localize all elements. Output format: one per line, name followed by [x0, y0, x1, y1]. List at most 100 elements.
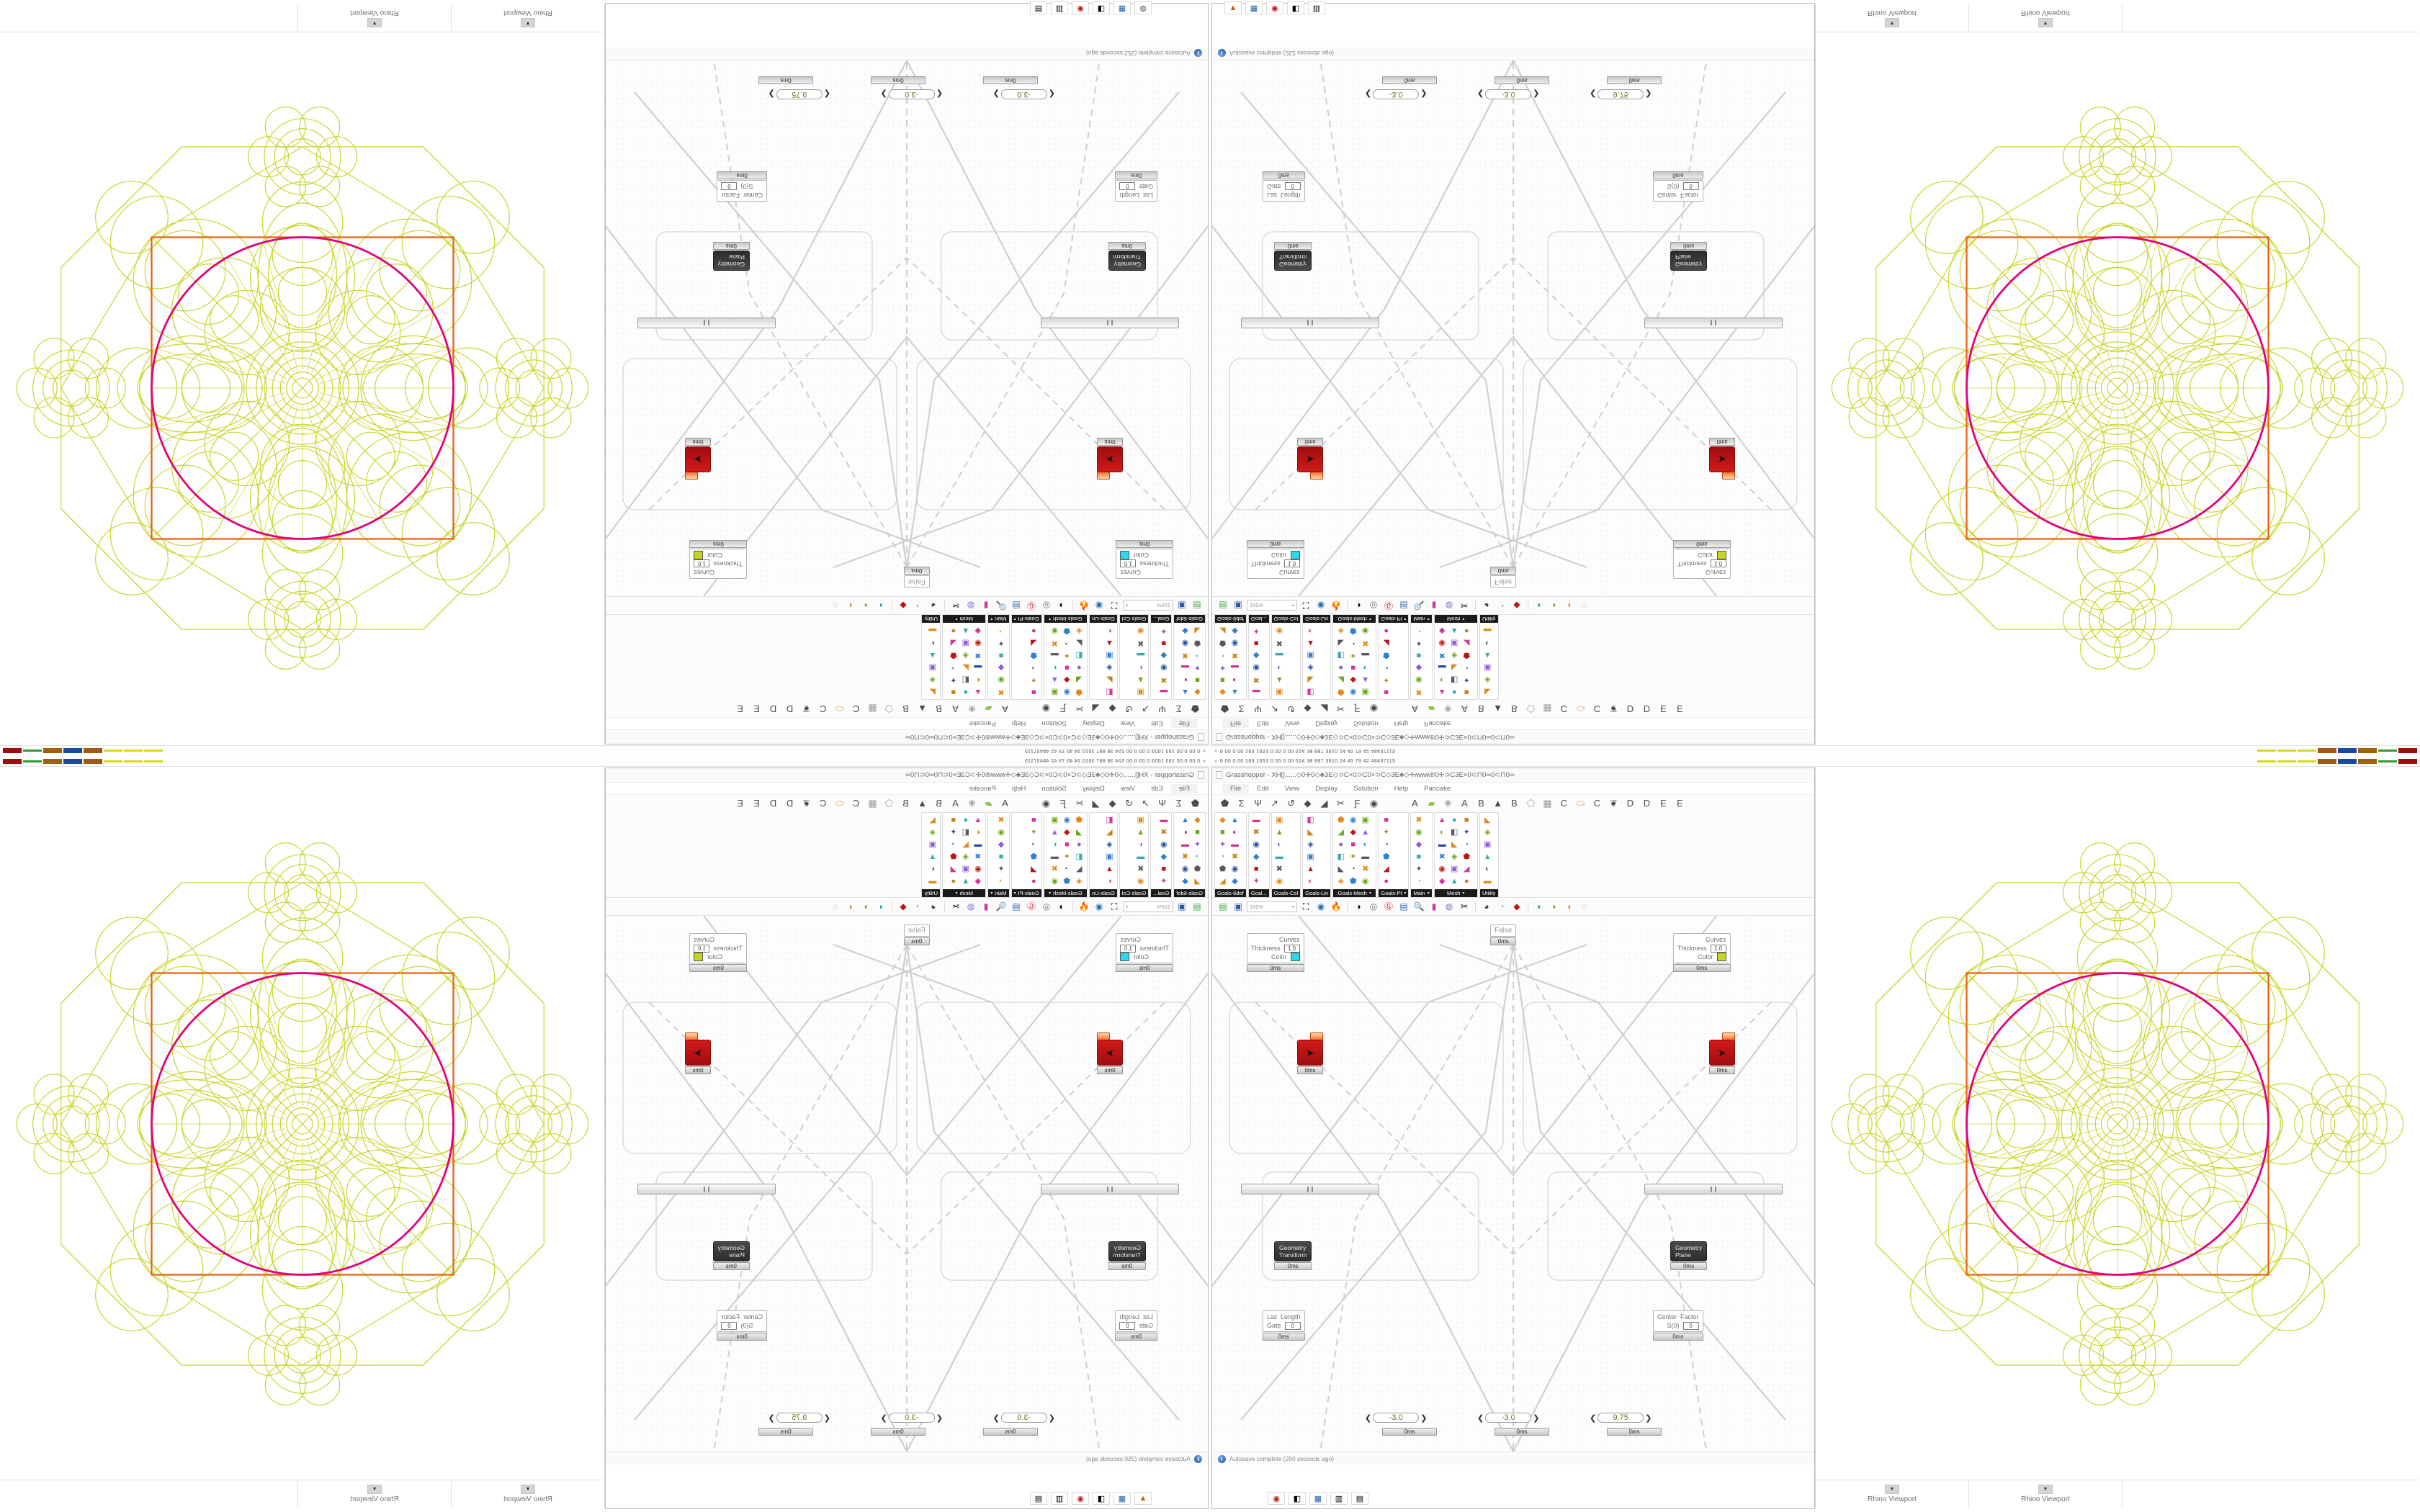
ribbon-component-icon[interactable]: ✖: [1231, 651, 1239, 660]
param-bar-body[interactable]: [1041, 1184, 1179, 1194]
ribbon-component-icon[interactable]: ◐: [1276, 840, 1282, 849]
profiler-icon[interactable]: ◎: [1042, 600, 1051, 611]
ribbon-component-icon[interactable]: ⬟: [1349, 877, 1357, 886]
error-component-left[interactable]: ➤ 0ms: [1297, 438, 1323, 480]
ribbon-component-icon[interactable]: ◢: [1194, 877, 1201, 886]
ribbon-component-icon[interactable]: ◔: [951, 840, 956, 849]
preview-teal-icon[interactable]: ◗: [878, 600, 884, 611]
ribbon-tab[interactable]: Goals-Mesh ▾: [1044, 615, 1087, 623]
ribbon-component-icon[interactable]: ⬟: [1193, 865, 1201, 873]
preview-green-icon[interactable]: ◗: [1551, 600, 1557, 611]
ribbon-component-icon[interactable]: ◣: [1307, 675, 1314, 684]
scissors-icon[interactable]: ✂: [951, 600, 960, 611]
ribbon-component-icon[interactable]: ■: [1253, 865, 1259, 873]
ribbon-component-icon[interactable]: ◉: [1361, 626, 1369, 635]
ribbon-component-icon[interactable]: ⬟: [1382, 852, 1390, 861]
ribbon-component-icon[interactable]: ■: [1031, 688, 1036, 696]
layer-swatch[interactable]: [23, 760, 42, 762]
balloon-icon[interactable]: ◍: [1445, 901, 1453, 912]
flame-icon[interactable]: 🔥: [1330, 901, 1342, 912]
category-glyph[interactable]: ◢: [1092, 797, 1100, 809]
ribbon-component-icon[interactable]: ◉: [1252, 663, 1260, 672]
ribbon-component-icon[interactable]: ◣: [1451, 663, 1458, 672]
ribbon-component-icon[interactable]: ✦: [1030, 675, 1037, 684]
layer-swatch[interactable]: [84, 758, 102, 764]
ribbon-component-icon[interactable]: ⬟: [1063, 877, 1071, 886]
ribbon-component-icon[interactable]: ◈: [1451, 651, 1458, 660]
grasshopper-canvas[interactable]: Curves Thickness 1.0 Color 0ms: [1212, 60, 1814, 596]
ribbon-component-icon[interactable]: ▬: [1438, 840, 1446, 849]
category-letter[interactable]: ⬭: [1576, 797, 1585, 809]
menu-edit[interactable]: Edit: [1151, 719, 1163, 728]
ribbon-component-icon[interactable]: ▲: [974, 688, 982, 696]
ribbon-tab[interactable]: Goal...: [1151, 615, 1172, 623]
search-icon[interactable]: 🔍: [995, 901, 1007, 912]
layer-swatch[interactable]: [2398, 758, 2417, 764]
data-node-left[interactable]: List Length Gate 0 0ms: [1263, 171, 1305, 202]
ribbon-component-icon[interactable]: ◣: [962, 663, 969, 672]
category-letter[interactable]: A: [1002, 703, 1008, 715]
menu-edit[interactable]: Edit: [1257, 719, 1269, 728]
ribbon-component-icon[interactable]: ◈: [1484, 828, 1491, 837]
scroll-down-icon[interactable]: ▼: [1885, 1485, 1899, 1494]
ribbon-component-icon[interactable]: ◔: [1195, 651, 1200, 660]
ribbon-component-icon[interactable]: ▲: [962, 626, 970, 635]
geometry-node-left[interactable]: Geometry Transform 0ms: [1274, 242, 1312, 271]
ribbon-component-icon[interactable]: ⬟: [1463, 651, 1470, 660]
category-letter[interactable]: ▦: [868, 797, 877, 809]
ribbon-component-icon[interactable]: ✖: [1160, 675, 1168, 684]
ribbon-component-icon[interactable]: ▬: [1483, 877, 1492, 886]
ribbon-component-icon[interactable]: ◉: [1063, 688, 1071, 696]
category-glyph[interactable]: Σ: [1175, 797, 1182, 809]
slider-left-grip[interactable]: ❮: [1048, 89, 1055, 99]
error-component-left[interactable]: ➤ 0ms: [1097, 438, 1123, 480]
ribbon-component-icon[interactable]: ■: [1350, 663, 1356, 672]
category-glyph[interactable]: Σ: [1238, 797, 1245, 809]
category-letter[interactable]: D: [769, 797, 777, 809]
category-letter[interactable]: ▦: [868, 703, 877, 715]
ribbon-component-icon[interactable]: ■: [1031, 816, 1036, 824]
preview-orange-icon[interactable]: ◗: [848, 600, 853, 611]
ribbon-tab[interactable]: Goals-Col: [1271, 615, 1301, 623]
ribbon-component-icon[interactable]: ◐: [1484, 639, 1490, 647]
param-bar-left[interactable]: [1241, 318, 1379, 328]
ribbon-component-icon[interactable]: ▲: [1361, 828, 1370, 837]
editor-icon[interactable]: ▦: [1113, 1, 1131, 14]
category-letter[interactable]: A: [1412, 797, 1418, 809]
media-icon[interactable]: ◧: [1287, 1, 1304, 14]
category-letter[interactable]: ▰: [985, 797, 992, 809]
gate-value[interactable]: 0: [1284, 1321, 1301, 1330]
number-slider-2[interactable]: ❮ -3.0 ❯: [1477, 89, 1539, 99]
color-swatch-green[interactable]: [694, 953, 704, 961]
ribbon-component-icon[interactable]: ⬟: [1382, 651, 1390, 660]
slider-right-grip[interactable]: ❯: [768, 1413, 775, 1423]
scissors-icon[interactable]: ✂: [1460, 600, 1469, 611]
category-letter[interactable]: D: [1643, 703, 1651, 715]
menu-help[interactable]: Help: [1011, 784, 1026, 793]
ribbon-component-icon[interactable]: ▣: [1451, 865, 1458, 873]
ribbon-tab[interactable]: Goals-6dof: [1215, 615, 1246, 623]
category-glyph[interactable]: Ψ: [1254, 703, 1262, 715]
ribbon-component-icon[interactable]: ◔: [1220, 852, 1225, 861]
ribbon-component-icon[interactable]: ●: [963, 688, 969, 696]
slider-left-grip[interactable]: ❮: [1477, 89, 1484, 99]
chevron-down-icon[interactable]: ▾: [1126, 904, 1129, 909]
menu-file[interactable]: File: [1170, 719, 1198, 729]
chevron-down-icon[interactable]: ▾: [1049, 616, 1052, 621]
data-node-body[interactable]: List Length Gate 0: [1115, 1310, 1157, 1332]
ribbon-component-icon[interactable]: ▲: [974, 816, 982, 824]
slider-left-grip[interactable]: ❮: [1477, 1413, 1484, 1423]
ribbon-tab[interactable]: Mesh ▾: [1434, 889, 1477, 897]
category-letter[interactable]: C: [819, 797, 827, 809]
curves-panel-left[interactable]: Curves Thickness 1.0 Color 0ms: [1247, 540, 1304, 579]
new-file-icon[interactable]: ▤: [1219, 901, 1227, 912]
category-glyph[interactable]: ↗: [1270, 797, 1278, 809]
rhino-viewport-canvas[interactable]: [1, 32, 604, 744]
thickness-value[interactable]: 1.0: [1710, 944, 1726, 953]
ribbon-component-icon[interactable]: ◈: [1307, 663, 1314, 672]
category-letter[interactable]: E: [753, 703, 760, 715]
category-letter[interactable]: ▰: [1428, 703, 1435, 715]
geometry-node-body[interactable]: Geometry Plane: [1670, 1241, 1708, 1261]
category-glyph[interactable]: ◢: [1092, 703, 1100, 715]
slider-value[interactable]: -3.0: [1373, 1413, 1420, 1423]
